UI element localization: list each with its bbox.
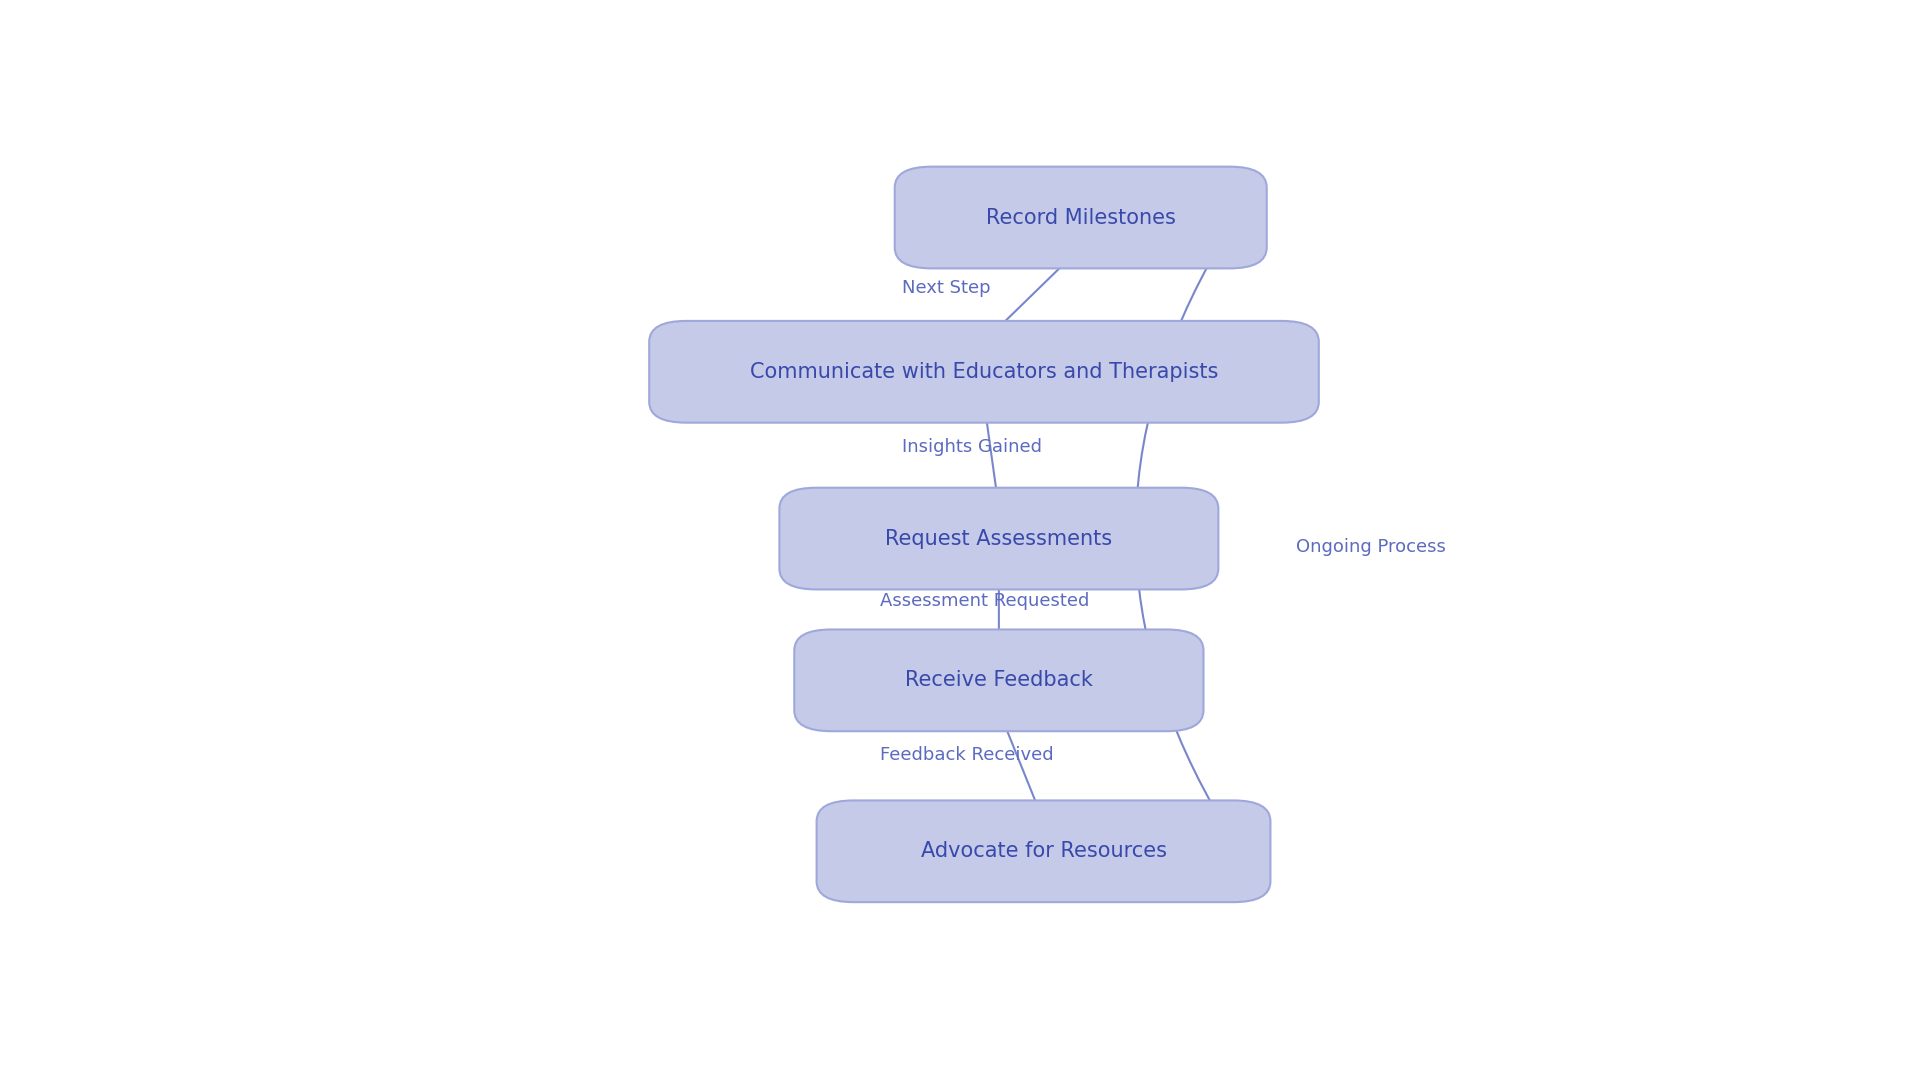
FancyBboxPatch shape — [816, 800, 1271, 902]
Text: Feedback Received: Feedback Received — [879, 746, 1054, 765]
FancyBboxPatch shape — [649, 321, 1319, 422]
Text: Ongoing Process: Ongoing Process — [1296, 538, 1446, 556]
Text: Assessment Requested: Assessment Requested — [879, 592, 1089, 610]
Text: Next Step: Next Step — [902, 279, 991, 298]
Text: Request Assessments: Request Assessments — [885, 529, 1112, 549]
Text: Record Milestones: Record Milestones — [985, 208, 1175, 227]
FancyBboxPatch shape — [780, 487, 1219, 589]
FancyBboxPatch shape — [795, 629, 1204, 731]
Text: Insights Gained: Insights Gained — [902, 438, 1043, 456]
Text: Communicate with Educators and Therapists: Communicate with Educators and Therapist… — [751, 362, 1217, 382]
FancyBboxPatch shape — [895, 167, 1267, 269]
Text: Receive Feedback: Receive Feedback — [904, 670, 1092, 690]
Text: Advocate for Resources: Advocate for Resources — [920, 841, 1167, 861]
